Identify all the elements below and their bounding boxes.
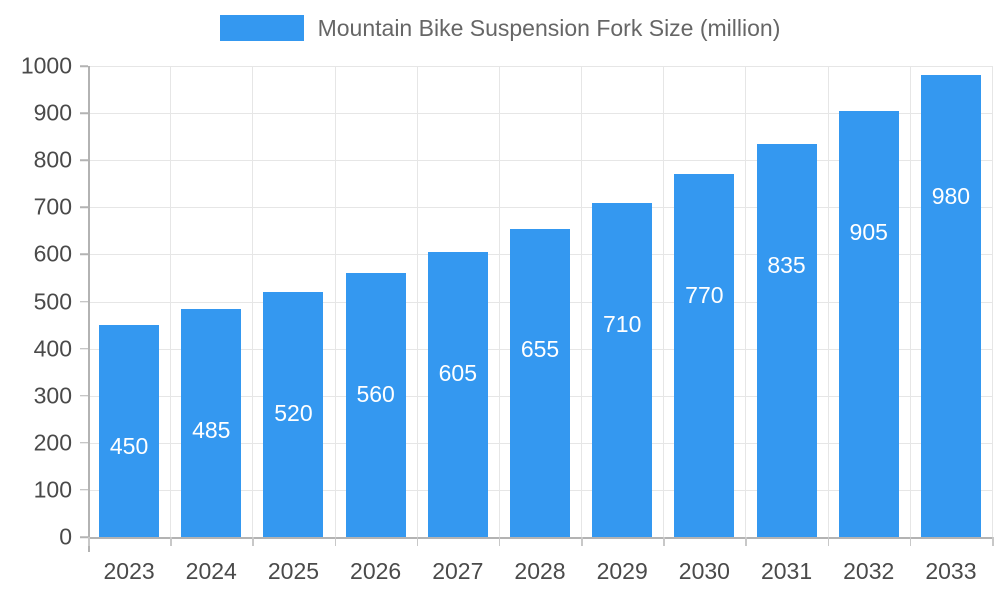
bar-2026[interactable]: [345, 273, 406, 537]
x-tick-label: 2026: [350, 558, 402, 584]
bar-value-label-2032: 905: [849, 218, 888, 245]
x-tick-mark: [88, 537, 90, 546]
gridline-vertical: [745, 66, 747, 537]
x-tick-label: 2033: [925, 558, 977, 584]
gridline-vertical: [909, 66, 911, 537]
bar-value-label-2025: 520: [274, 400, 313, 427]
gridline-vertical: [992, 66, 993, 537]
y-tick-label: 800: [33, 146, 72, 173]
y-tick-label: 200: [33, 429, 72, 456]
legend-item-mountain-bike-suspension-fork-size[interactable]: Mountain Bike Suspension Fork Size (mill…: [219, 14, 781, 41]
gridline-vertical: [334, 66, 336, 537]
chart-legend: Mountain Bike Suspension Fork Size (mill…: [0, 0, 1000, 56]
x-tick-mark: [663, 537, 665, 546]
y-tick-mark: [80, 65, 88, 67]
bar-value-label-2024: 485: [192, 416, 231, 443]
y-tick-label: 1000: [20, 52, 72, 79]
gridline-vertical: [498, 66, 500, 537]
gridline-vertical: [663, 66, 665, 537]
y-tick-mark: [80, 347, 88, 350]
y-tick-label: 500: [33, 288, 72, 314]
bar-2023[interactable]: [99, 325, 160, 537]
y-tick-mark: [80, 536, 88, 538]
gridline-horizontal: [88, 207, 992, 209]
y-tick-mark: [80, 112, 88, 114]
y-tick-mark: [80, 442, 88, 444]
bar-value-label-2028: 655: [520, 336, 560, 363]
y-tick-label: 700: [33, 193, 72, 220]
gridline-vertical: [827, 66, 829, 537]
gridline-horizontal: [88, 160, 992, 162]
bar-2029[interactable]: [592, 202, 653, 537]
bar-value-label-2026: 560: [356, 381, 395, 408]
bar-value-label-2023: 450: [109, 433, 149, 460]
x-tick-mark: [827, 537, 830, 546]
x-tick-label: 2024: [185, 558, 237, 584]
x-tick-mark: [745, 537, 747, 546]
y-tick-mark: [80, 489, 88, 491]
x-tick-mark: [252, 537, 254, 546]
bar-2027[interactable]: [427, 252, 488, 537]
bar-value-label-2027: 605: [438, 360, 477, 387]
bar-value-label-2033: 980: [931, 183, 971, 210]
bar-value-label-2029: 710: [602, 310, 642, 337]
y-tick-mark: [80, 206, 88, 209]
legend-swatch-icon: [219, 15, 304, 41]
bar-2032[interactable]: [838, 110, 899, 537]
y-tick-mark: [80, 300, 88, 303]
x-tick-label: 2027: [432, 558, 484, 584]
x-tick-mark: [170, 537, 172, 546]
gridline-horizontal: [88, 66, 992, 67]
y-tick-mark: [80, 159, 88, 161]
bar-2024[interactable]: [181, 308, 242, 537]
legend-label: Mountain Bike Suspension Fork Size (mill…: [317, 14, 781, 41]
y-axis-line: [88, 66, 90, 552]
bar-2030[interactable]: [674, 174, 735, 537]
y-tick-label: 300: [33, 382, 72, 409]
x-tick-mark: [992, 537, 994, 546]
x-tick-label: 2032: [843, 558, 895, 584]
gridline-horizontal: [88, 113, 992, 115]
x-axis-line: [88, 537, 992, 539]
y-tick-label: 0: [59, 523, 72, 550]
x-tick-mark: [416, 537, 419, 546]
bar-2031[interactable]: [756, 143, 817, 537]
x-tick-label: 2025: [267, 558, 320, 584]
x-tick-mark: [334, 537, 337, 546]
y-tick-mark: [80, 394, 88, 397]
y-tick-label: 400: [33, 335, 72, 362]
bar-2033[interactable]: [920, 75, 981, 537]
bar-value-label-2031: 835: [767, 251, 806, 278]
x-tick-mark: [581, 537, 583, 546]
gridline-vertical: [581, 66, 583, 537]
gridline-vertical: [416, 66, 418, 537]
x-tick-label: 2031: [760, 558, 813, 584]
gridline-vertical: [170, 66, 172, 537]
x-tick-label: 2023: [103, 558, 155, 584]
x-tick-label: 2030: [678, 558, 730, 584]
y-tick-label: 900: [33, 99, 72, 126]
gridline-vertical: [252, 66, 254, 537]
x-tick-label: 2028: [514, 558, 566, 584]
x-tick-mark: [498, 537, 501, 546]
x-tick-label: 2029: [596, 558, 648, 584]
y-tick-label: 100: [33, 476, 72, 503]
bar-2028[interactable]: [510, 228, 570, 537]
plot-area: [88, 66, 993, 538]
bar-value-label-2030: 770: [685, 282, 724, 309]
y-tick-mark: [80, 253, 88, 256]
y-tick-label: 600: [33, 240, 72, 267]
x-tick-mark: [909, 537, 912, 546]
bar-2025[interactable]: [263, 292, 324, 537]
